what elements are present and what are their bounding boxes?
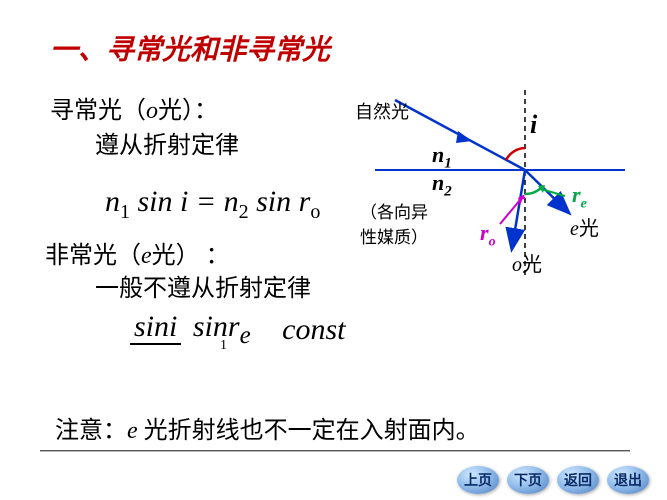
footer-divider	[40, 450, 630, 452]
back-button[interactable]: 返回	[557, 466, 599, 494]
e-ray-label: e光	[570, 212, 599, 241]
text: 寻常光（o光）：	[50, 98, 218, 124]
section-title: 一、寻常光和非寻常光	[50, 28, 330, 68]
num-sin: sin	[134, 310, 169, 343]
angle-i-label: i	[530, 110, 537, 140]
fraction-equation: sini sinre 1 const	[130, 310, 346, 350]
ro-label: ro	[480, 220, 496, 250]
o-ray-label: o光	[512, 248, 542, 277]
nav-buttons: 上页 下页 返回 退出	[457, 466, 649, 494]
snell-equation: n1 sin i = n2 sin ro	[105, 185, 320, 224]
re-label: re	[572, 182, 587, 212]
extraordinary-not-obey: 一般不遵从折射定律	[95, 268, 311, 303]
n2-label: n2	[432, 170, 452, 200]
num-var: i	[169, 310, 177, 343]
note-prefix: 注意：	[55, 418, 127, 444]
ordinary-obeys: 遵从折射定律	[95, 125, 239, 160]
natural-light-label: 自然光	[355, 98, 409, 124]
note-body: 光折射线也不一定在入射面内。	[138, 418, 480, 444]
medium-label: （各向异 性媒质）	[360, 198, 428, 248]
refraction-diagram: 自然光 i n1 n2 （各向异 性媒质） ro re o光 e光	[360, 90, 640, 280]
prev-page-button[interactable]: 上页	[457, 466, 499, 494]
re-pointer	[541, 189, 565, 196]
o-ray	[512, 170, 525, 248]
note: 注意：e 光折射线也不一定在入射面内。	[55, 410, 480, 445]
angle-re-arc	[525, 187, 542, 194]
extraordinary-light-heading: 非常光（e光） ：	[45, 235, 230, 270]
n1-label: n1	[432, 142, 452, 172]
incident-arrow	[456, 131, 472, 143]
den-sub: e	[240, 322, 251, 349]
angle-i-arc	[506, 148, 525, 160]
ordinary-light-heading: 寻常光（o光）：	[50, 90, 218, 125]
next-page-button[interactable]: 下页	[507, 466, 549, 494]
exit-button[interactable]: 退出	[607, 466, 649, 494]
neq-mark: 1	[220, 338, 227, 354]
rhs-t: t	[337, 313, 345, 346]
rhs-const: cons	[282, 313, 337, 346]
den-var: r	[228, 310, 240, 343]
text: 非常光（e光） ：	[45, 243, 230, 269]
